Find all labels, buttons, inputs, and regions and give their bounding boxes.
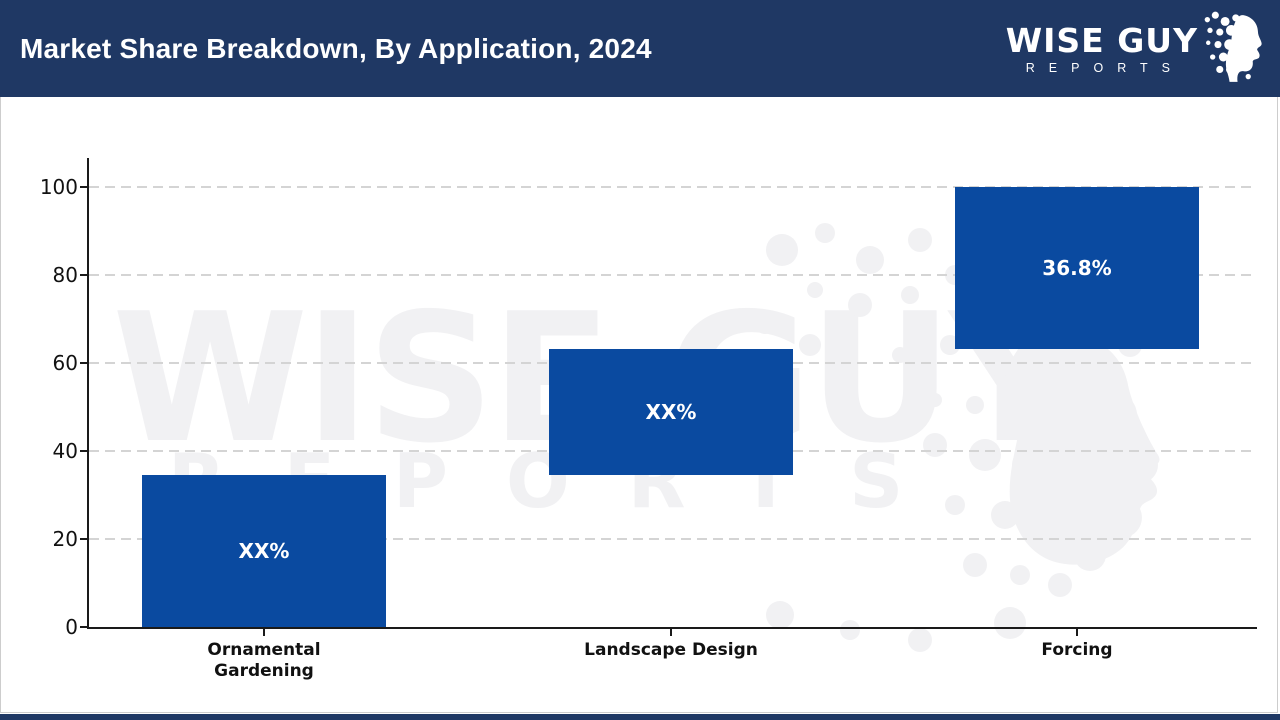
x-tick-1 (670, 629, 672, 636)
logo-subtitle: REPORTS (1025, 60, 1184, 75)
y-tick-label-40: 40 (52, 439, 78, 463)
x-tick-2 (1076, 629, 1078, 636)
y-tick-80 (80, 274, 88, 276)
bar-ornamental-gardening: XX% (142, 475, 386, 627)
y-tick-label-100: 100 (39, 175, 78, 199)
x-tick-0 (263, 629, 265, 636)
y-tick-60 (80, 362, 88, 364)
gridline-80 (89, 274, 1257, 276)
y-tick-40 (80, 450, 88, 452)
x-axis-line (87, 627, 1257, 629)
logo-text: WISE GUY REPORTS (1005, 20, 1198, 75)
y-tick-0 (80, 626, 88, 628)
y-tick-label-0: 0 (65, 615, 78, 639)
bar-value-label: XX% (645, 400, 697, 425)
wiseguy-logo: WISE GUY REPORTS (1006, 6, 1266, 92)
chart-title: Market Share Breakdown, By Application, … (20, 32, 652, 64)
gridline-100 (89, 186, 1257, 188)
bar-landscape-design: XX% (549, 348, 793, 476)
y-tick-20 (80, 538, 88, 540)
y-tick-label-60: 60 (52, 351, 78, 375)
footer-bar (0, 714, 1280, 720)
gridline-20 (89, 538, 1257, 540)
bar-forcing: 36.8% (955, 187, 1199, 349)
wiseguy-head-icon (1204, 11, 1262, 82)
bar-value-label: XX% (238, 539, 290, 564)
y-tick-100 (80, 186, 88, 188)
header-bar: Market Share Breakdown, By Application, … (0, 0, 1280, 97)
bar-value-label: 36.8% (1042, 255, 1112, 280)
y-tick-label-80: 80 (52, 263, 78, 287)
y-axis-line (87, 158, 89, 629)
y-tick-label-20: 20 (52, 527, 78, 551)
x-category-label-2: Forcing (1041, 640, 1113, 660)
x-category-label-0: Ornamental Gardening (207, 640, 321, 681)
x-category-label-1: Landscape Design (584, 640, 758, 660)
logo-wordmark: WISE GUY (1005, 20, 1198, 60)
